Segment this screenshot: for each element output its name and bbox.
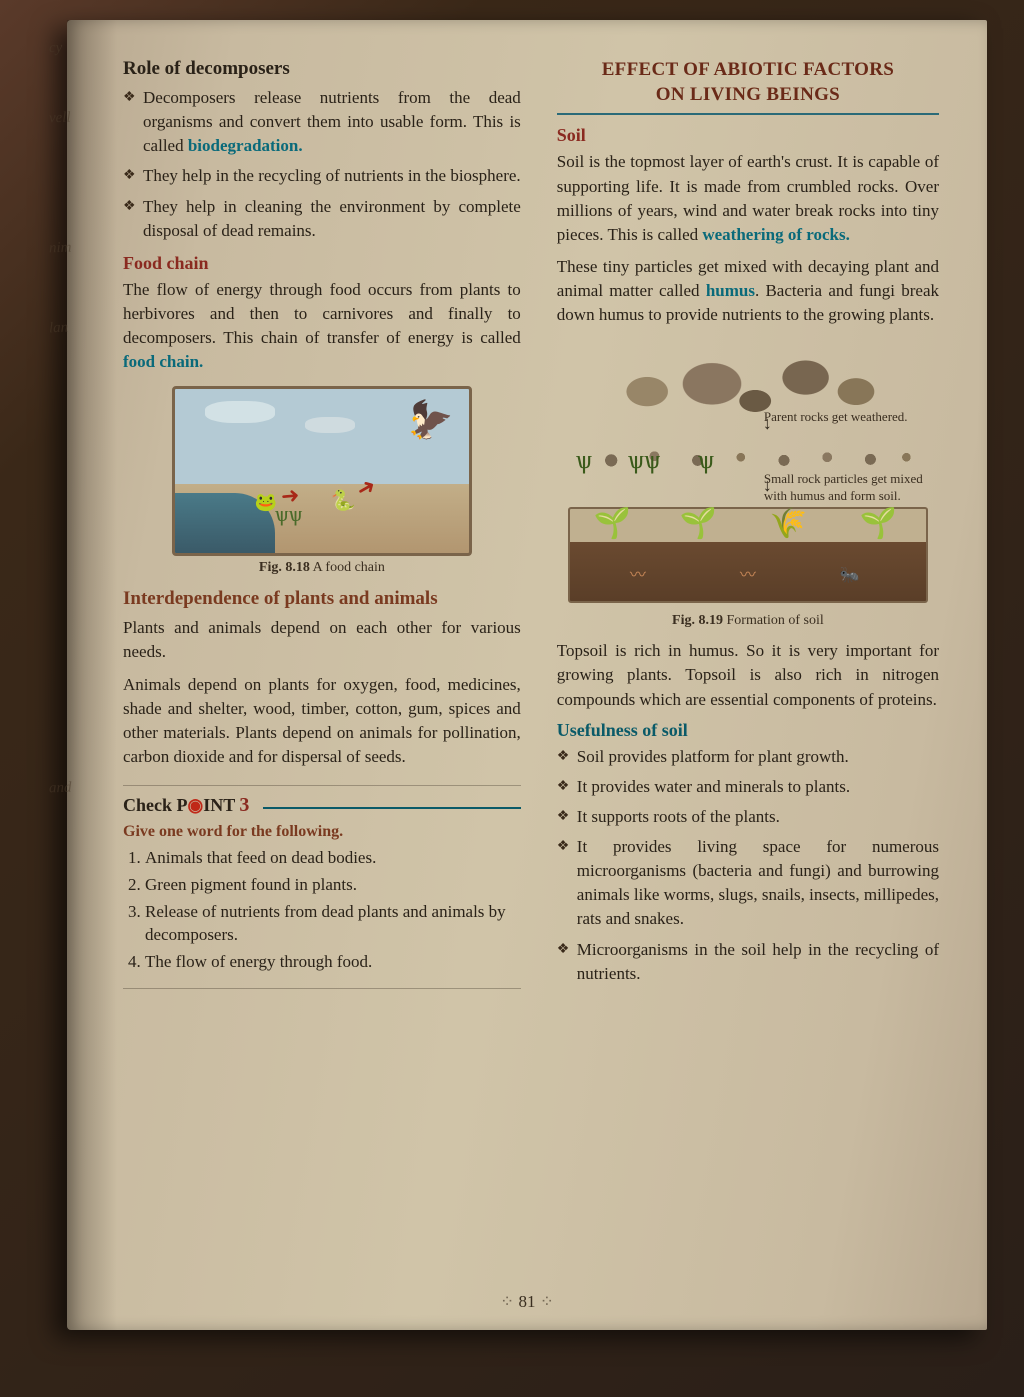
parent-rocks-shape [568,337,928,415]
paragraph: Animals depend on plants for oxygen, foo… [123,673,521,770]
margin-fragment: lan [49,320,69,338]
soil-stage-rocks: ↓ Parent rocks get weathered. [568,337,928,415]
list-item: It provides water and minerals to plants… [557,775,939,799]
list-item: It provides living space for numerous mi… [557,835,939,932]
frog-icon: 🐸 [255,492,277,513]
list-item: The flow of energy through food. [145,951,521,974]
soil-layer-shape: 🌱 🌱 🌾 🌱 〰 〰 🐜 [568,507,928,603]
key-term-biodegradation: biodegradation. [188,136,303,155]
decomposers-list: Decomposers release nutrients from the d… [123,86,521,243]
plant-icon: 🌾 [770,506,807,541]
bird-icon: 🦅 [400,395,456,450]
two-column-layout: Role of decomposers Decomposers release … [123,58,939,992]
paragraph-food-chain: The flow of energy through food occurs f… [123,278,521,375]
key-term-humus: humus [706,281,755,300]
snake-icon: 🐍 [331,488,356,513]
heading-role-decomposers: Role of decomposers [123,58,521,80]
paragraph: These tiny particles get mixed with deca… [557,255,939,327]
plant-icon: 🌱 [594,506,631,541]
grass-icon: ѱѱ [628,445,661,475]
heading-soil: Soil [557,125,939,146]
list-item: They help in cleaning the environment by… [123,195,521,243]
list-item: It supports roots of the plants. [557,805,939,829]
arrow-icon: ➜ [280,482,301,510]
soil-stage-weathered: ѱ ѱѱ ѱ ↓ Small rock particles get mixed … [568,425,928,487]
key-term-food-chain: food chain. [123,352,203,371]
paragraph: Soil is the topmost layer of earth's cru… [557,150,939,247]
figure-caption: Fig. 8.19 Formation of soil [557,613,939,629]
usefulness-list: Soil provides platform for plant growth.… [557,745,939,986]
heading-usefulness: Usefulness of soil [557,720,939,741]
text: INT [203,795,239,815]
section-banner: EFFECT OF ABIOTIC FACTORS ON LIVING BEIN… [557,58,939,115]
grass-icon: ѱ [698,445,714,475]
cloud-shape [205,401,275,423]
cloud-shape [305,417,355,433]
checkpoint-instruction: Give one word for the following. [123,823,521,841]
margin-fragment: cy [49,40,63,57]
soil-stage-formed: 🌱 🌱 🌾 🌱 〰 〰 🐜 [568,507,928,603]
heading-food-chain: Food chain [123,253,521,274]
fig-number: Fig. 8.18 [259,560,310,575]
text: ON LIVING BEINGS [656,84,840,105]
plant-icon: 🌱 [680,506,717,541]
text: EFFECT OF ABIOTIC FACTORS [602,59,894,80]
checkpoint-title: Check P◉INT 3 [123,794,521,817]
plant-icon: 🌱 [860,506,897,541]
text: Check P [123,795,188,815]
paragraph: Topsoil is rich in humus. So it is very … [557,639,939,711]
fig-text: A food chain [310,560,385,575]
heading-interdependence: Interdependence of plants and animals [123,588,521,610]
fig-number: Fig. 8.19 [672,613,723,628]
small-rocks-shape [568,425,928,477]
list-item: Decomposers release nutrients from the d… [123,86,521,158]
page-number: 81 [67,1292,987,1312]
arrow-icon: ➜ [352,472,381,504]
fig-text: Formation of soil [723,613,824,628]
stage-label: Parent rocks get weathered. [764,409,934,425]
list-item: Soil provides platform for plant growth. [557,745,939,769]
key-term-weathering: weathering of rocks. [702,225,849,244]
figure-soil-formation: ↓ Parent rocks get weathered. ѱ ѱѱ ѱ ↓ S… [568,337,928,603]
figure-caption: Fig. 8.18 A food chain [123,560,521,576]
grass-icon: ѱ [576,445,592,475]
paragraph: Plants and animals depend on each other … [123,616,521,664]
margin-fragment: and [49,780,72,798]
text: The flow of energy through food occurs f… [123,280,521,347]
insect-icon: 🐜 [840,565,860,585]
figure-food-chain: ѱѱ 🐸 🐍 🦅 ➜ ➜ [172,386,472,556]
list-item: They help in the recycling of nutrients … [123,164,521,188]
margin-fragment: vell [49,110,71,128]
target-icon: ◉ [188,795,204,815]
right-column: EFFECT OF ABIOTIC FACTORS ON LIVING BEIN… [557,58,939,992]
worm-icon: 〰 [630,561,646,585]
margin-fragment: nim [49,240,72,258]
list-item: Release of nutrients from dead plants an… [145,901,521,947]
checkpoint-number: 3 [239,794,249,816]
worm-icon: 〰 [740,561,756,585]
list-item: Animals that feed on dead bodies. [145,847,521,870]
list-item: Green pigment found in plants. [145,874,521,897]
left-column: Role of decomposers Decomposers release … [123,58,521,992]
checkpoint-box: Check P◉INT 3 Give one word for the foll… [123,785,521,989]
textbook-page: cy vell nim lan and Role of decomposers … [67,20,987,1330]
stage-label: Small rock particles get mixed with humu… [764,471,934,504]
list-item: Microorganisms in the soil help in the r… [557,938,939,986]
checkpoint-questions: Animals that feed on dead bodies. Green … [123,847,521,974]
